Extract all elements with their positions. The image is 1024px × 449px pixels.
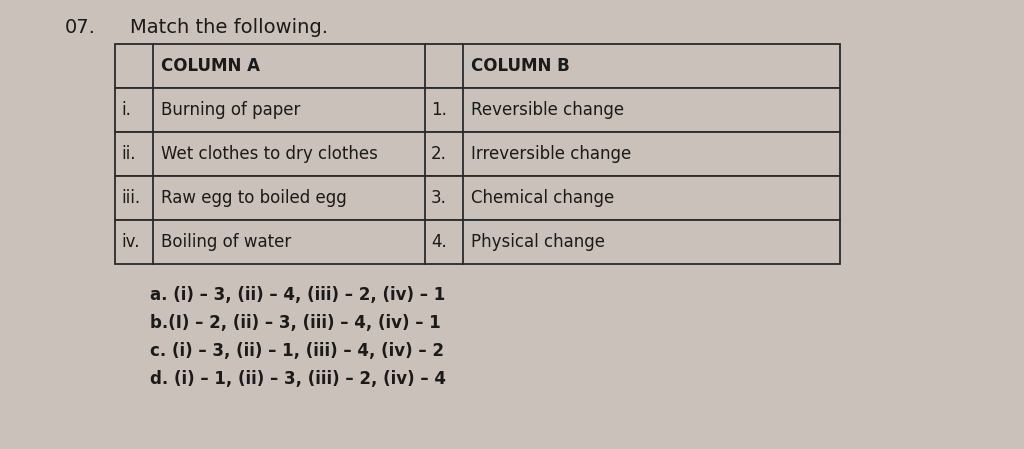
Bar [115, 132, 840, 176]
Text: 4.: 4. [431, 233, 446, 251]
Text: iv.: iv. [121, 233, 139, 251]
Text: a. (i) – 3, (ii) – 4, (iii) – 2, (iv) – 1: a. (i) – 3, (ii) – 4, (iii) – 2, (iv) – … [150, 286, 445, 304]
Text: b.(I) – 2, (ii) – 3, (iii) – 4, (iv) – 1: b.(I) – 2, (ii) – 3, (iii) – 4, (iv) – 1 [150, 314, 440, 332]
Text: 07.: 07. [65, 18, 96, 37]
Text: ii.: ii. [121, 145, 135, 163]
Text: i.: i. [121, 101, 131, 119]
Text: Wet clothes to dry clothes: Wet clothes to dry clothes [161, 145, 378, 163]
Bar [115, 44, 840, 88]
Text: c. (i) – 3, (ii) – 1, (iii) – 4, (iv) – 2: c. (i) – 3, (ii) – 1, (iii) – 4, (iv) – … [150, 342, 444, 360]
Text: Raw egg to boiled egg: Raw egg to boiled egg [161, 189, 347, 207]
Bar [115, 220, 840, 264]
Text: Chemical change: Chemical change [471, 189, 614, 207]
Text: Match the following.: Match the following. [130, 18, 328, 37]
Text: COLUMN B: COLUMN B [471, 57, 569, 75]
Text: 2.: 2. [431, 145, 446, 163]
Text: Irreversible change: Irreversible change [471, 145, 631, 163]
Text: iii.: iii. [121, 189, 140, 207]
Text: d. (i) – 1, (ii) – 3, (iii) – 2, (iv) – 4: d. (i) – 1, (ii) – 3, (iii) – 2, (iv) – … [150, 370, 446, 388]
Text: COLUMN A: COLUMN A [161, 57, 260, 75]
Bar [115, 176, 840, 220]
Text: 1.: 1. [431, 101, 446, 119]
Text: Boiling of water: Boiling of water [161, 233, 291, 251]
Text: 3.: 3. [431, 189, 446, 207]
Text: Physical change: Physical change [471, 233, 605, 251]
Bar [115, 88, 840, 132]
Text: Reversible change: Reversible change [471, 101, 624, 119]
Text: Burning of paper: Burning of paper [161, 101, 300, 119]
